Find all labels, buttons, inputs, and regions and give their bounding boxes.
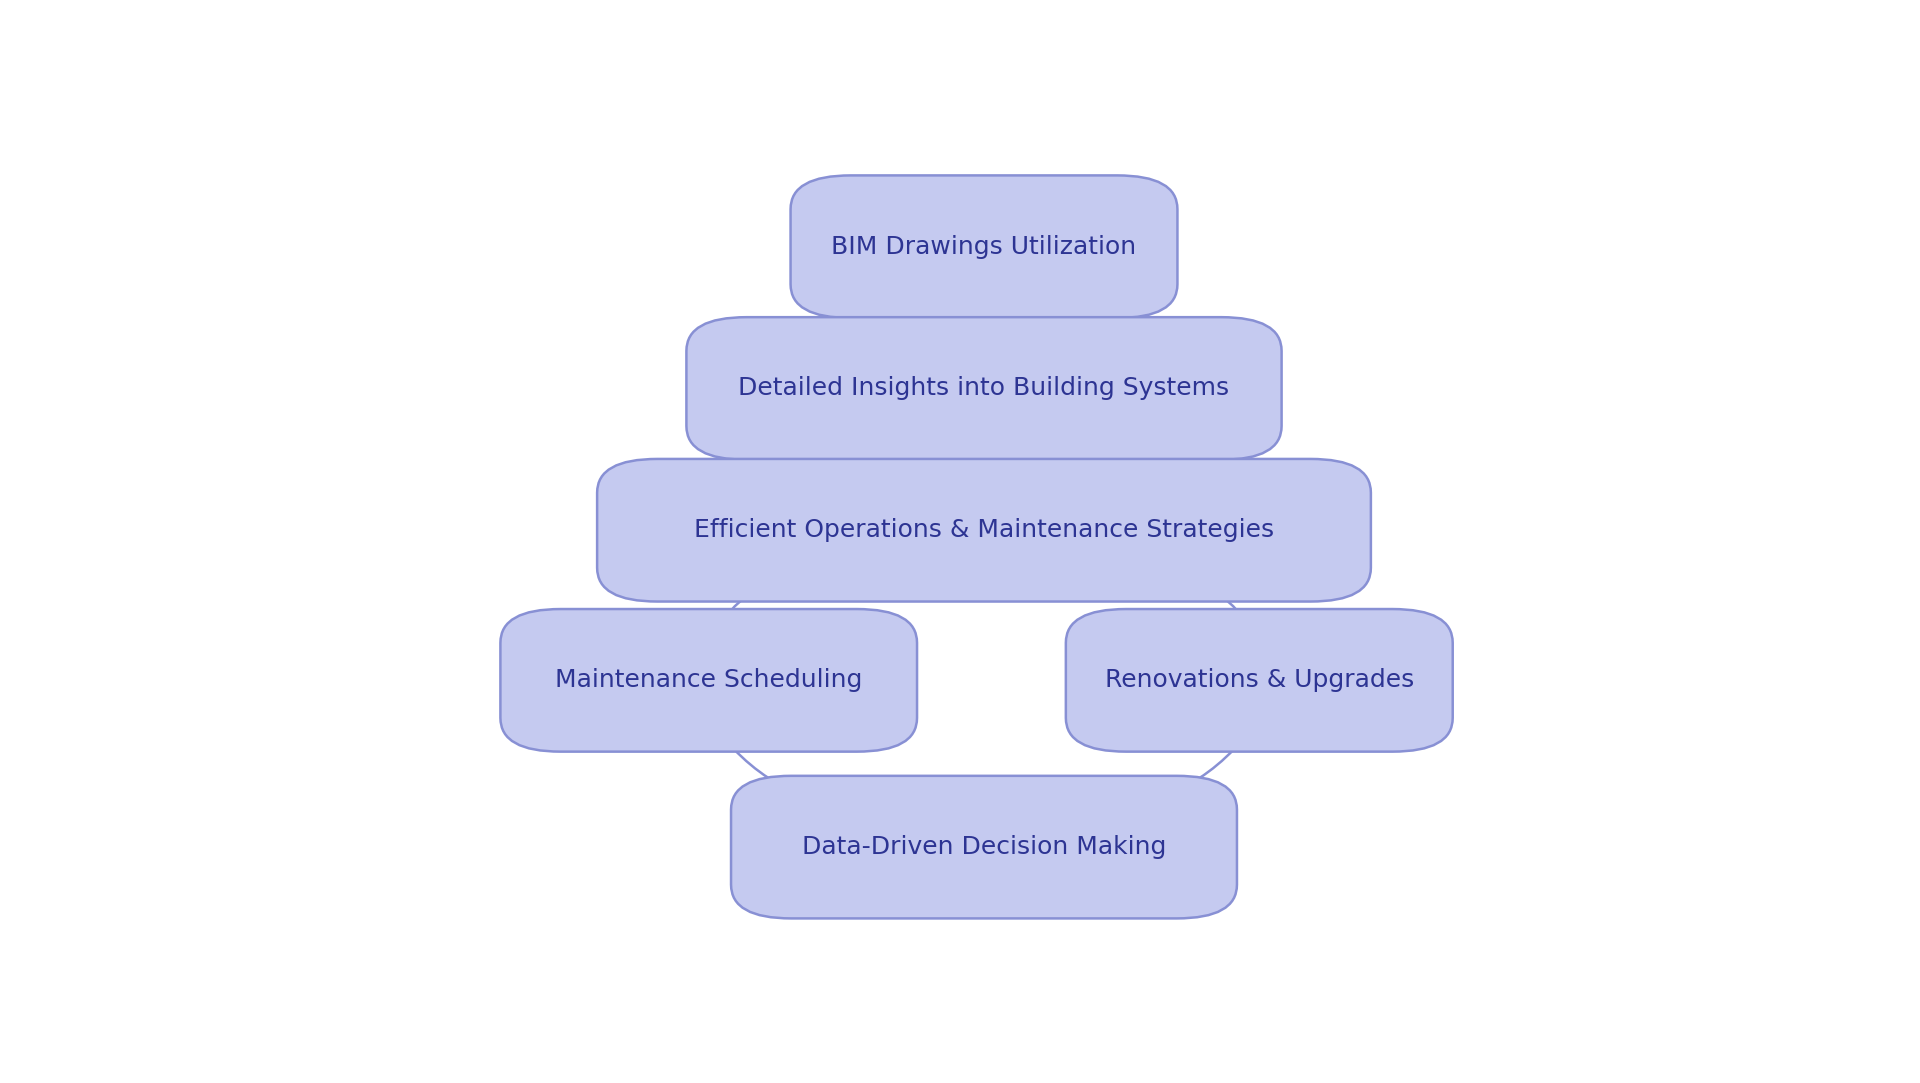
- Text: BIM Drawings Utilization: BIM Drawings Utilization: [831, 235, 1137, 259]
- FancyBboxPatch shape: [791, 175, 1177, 318]
- Text: Renovations & Upgrades: Renovations & Upgrades: [1104, 668, 1413, 692]
- FancyBboxPatch shape: [501, 609, 918, 752]
- FancyBboxPatch shape: [597, 459, 1371, 601]
- Text: Efficient Operations & Maintenance Strategies: Efficient Operations & Maintenance Strat…: [693, 519, 1275, 543]
- FancyBboxPatch shape: [1066, 609, 1453, 752]
- Text: Maintenance Scheduling: Maintenance Scheduling: [555, 668, 862, 692]
- Text: Data-Driven Decision Making: Data-Driven Decision Making: [803, 835, 1165, 859]
- Text: Detailed Insights into Building Systems: Detailed Insights into Building Systems: [739, 377, 1229, 401]
- FancyBboxPatch shape: [687, 317, 1283, 460]
- FancyBboxPatch shape: [732, 775, 1236, 918]
